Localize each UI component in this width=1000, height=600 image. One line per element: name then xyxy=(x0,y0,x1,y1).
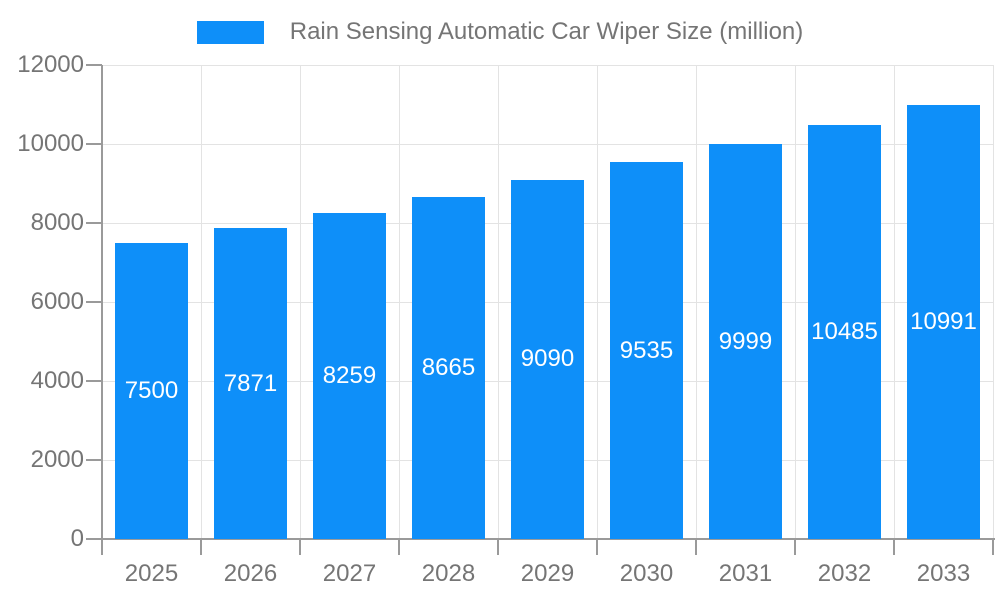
bar-value-label: 9090 xyxy=(520,345,575,373)
y-tick xyxy=(86,222,102,224)
x-tick-label: 2031 xyxy=(718,560,773,587)
v-gridline xyxy=(299,65,301,539)
bar-value-label: 7500 xyxy=(124,376,179,404)
y-tick-label: 6000 xyxy=(30,288,84,315)
x-tick xyxy=(794,539,796,555)
y-tick xyxy=(86,143,102,145)
bar[interactable] xyxy=(907,104,980,539)
v-gridline xyxy=(794,65,796,539)
bar[interactable] xyxy=(313,212,386,539)
x-tick-label: 2028 xyxy=(421,560,476,587)
bar[interactable] xyxy=(709,144,782,539)
y-tick-label: 10000 xyxy=(17,130,84,157)
y-tick-label: 4000 xyxy=(30,367,84,394)
bar-value-label: 8665 xyxy=(421,353,476,381)
y-tick-label: 8000 xyxy=(30,209,84,236)
x-tick-label: 2032 xyxy=(817,560,872,587)
bar[interactable] xyxy=(412,196,485,539)
bar[interactable] xyxy=(115,242,188,539)
y-tick xyxy=(86,380,102,382)
v-gridline xyxy=(497,65,499,539)
bar-value-label: 10485 xyxy=(811,317,878,345)
v-gridline xyxy=(596,65,598,539)
bar[interactable] xyxy=(214,228,287,539)
v-gridline xyxy=(992,65,994,539)
x-tick xyxy=(200,539,202,555)
x-tick xyxy=(497,539,499,555)
y-tick-label: 0 xyxy=(70,525,84,552)
bar-value-label: 10991 xyxy=(910,307,977,335)
x-tick-label: 2029 xyxy=(520,560,575,587)
x-tick-label: 2027 xyxy=(322,560,377,587)
x-tick xyxy=(398,539,400,555)
v-gridline xyxy=(695,65,697,539)
legend-label: Rain Sensing Automatic Car Wiper Size (m… xyxy=(289,18,804,45)
bar[interactable] xyxy=(808,124,881,539)
v-gridline xyxy=(200,65,202,539)
x-tick xyxy=(695,539,697,555)
y-tick xyxy=(86,64,102,66)
h-gridline xyxy=(102,64,993,66)
x-tick xyxy=(299,539,301,555)
y-tick xyxy=(86,459,102,461)
v-gridline xyxy=(398,65,400,539)
bar[interactable] xyxy=(511,179,584,539)
x-tick-label: 2033 xyxy=(916,560,971,587)
bar-value-label: 9535 xyxy=(619,336,674,364)
x-tick xyxy=(992,539,994,555)
x-axis-line xyxy=(86,538,995,540)
y-tick-label: 2000 xyxy=(30,446,84,473)
y-axis-line xyxy=(101,65,103,555)
y-tick xyxy=(86,301,102,303)
v-gridline xyxy=(893,65,895,539)
x-tick-label: 2025 xyxy=(124,560,179,587)
bar-value-label: 9999 xyxy=(718,327,773,355)
x-tick-label: 2030 xyxy=(619,560,674,587)
x-tick xyxy=(596,539,598,555)
bar-value-label: 7871 xyxy=(223,369,278,397)
legend-swatch xyxy=(196,20,264,44)
chart-legend-item[interactable]: Rain Sensing Automatic Car Wiper Size (m… xyxy=(0,18,1000,46)
x-tick-label: 2026 xyxy=(223,560,278,587)
bar-value-label: 8259 xyxy=(322,361,377,389)
bar[interactable] xyxy=(610,162,683,539)
h-gridline xyxy=(102,143,993,145)
y-tick-label: 12000 xyxy=(17,51,84,78)
x-tick xyxy=(893,539,895,555)
